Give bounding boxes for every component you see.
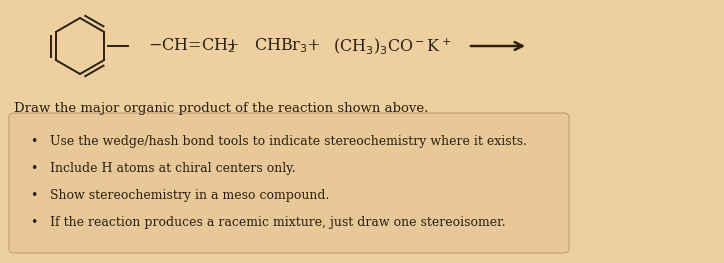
Text: If the reaction produces a racemic mixture, just draw one stereoisomer.: If the reaction produces a racemic mixtu… [50,216,505,229]
Text: $\mathregular{-}$CH=CH$_2$: $\mathregular{-}$CH=CH$_2$ [148,37,235,55]
Text: •: • [30,135,38,148]
Text: Show stereochemistry in a meso compound.: Show stereochemistry in a meso compound. [50,189,329,202]
Text: •: • [30,162,38,175]
Text: Use the wedge/hash bond tools to indicate stereochemistry where it exists.: Use the wedge/hash bond tools to indicat… [50,135,527,148]
Text: Include H atoms at chiral centers only.: Include H atoms at chiral centers only. [50,162,295,175]
Text: Draw the major organic product of the reaction shown above.: Draw the major organic product of the re… [14,102,429,115]
FancyBboxPatch shape [9,113,569,253]
Text: +: + [225,38,239,54]
Text: •: • [30,216,38,229]
Text: CHBr$_3$: CHBr$_3$ [254,37,308,55]
Text: +: + [306,38,320,54]
Text: (CH$_3$)$_3$CO$^-$K$^+$: (CH$_3$)$_3$CO$^-$K$^+$ [333,36,451,56]
Text: •: • [30,189,38,202]
